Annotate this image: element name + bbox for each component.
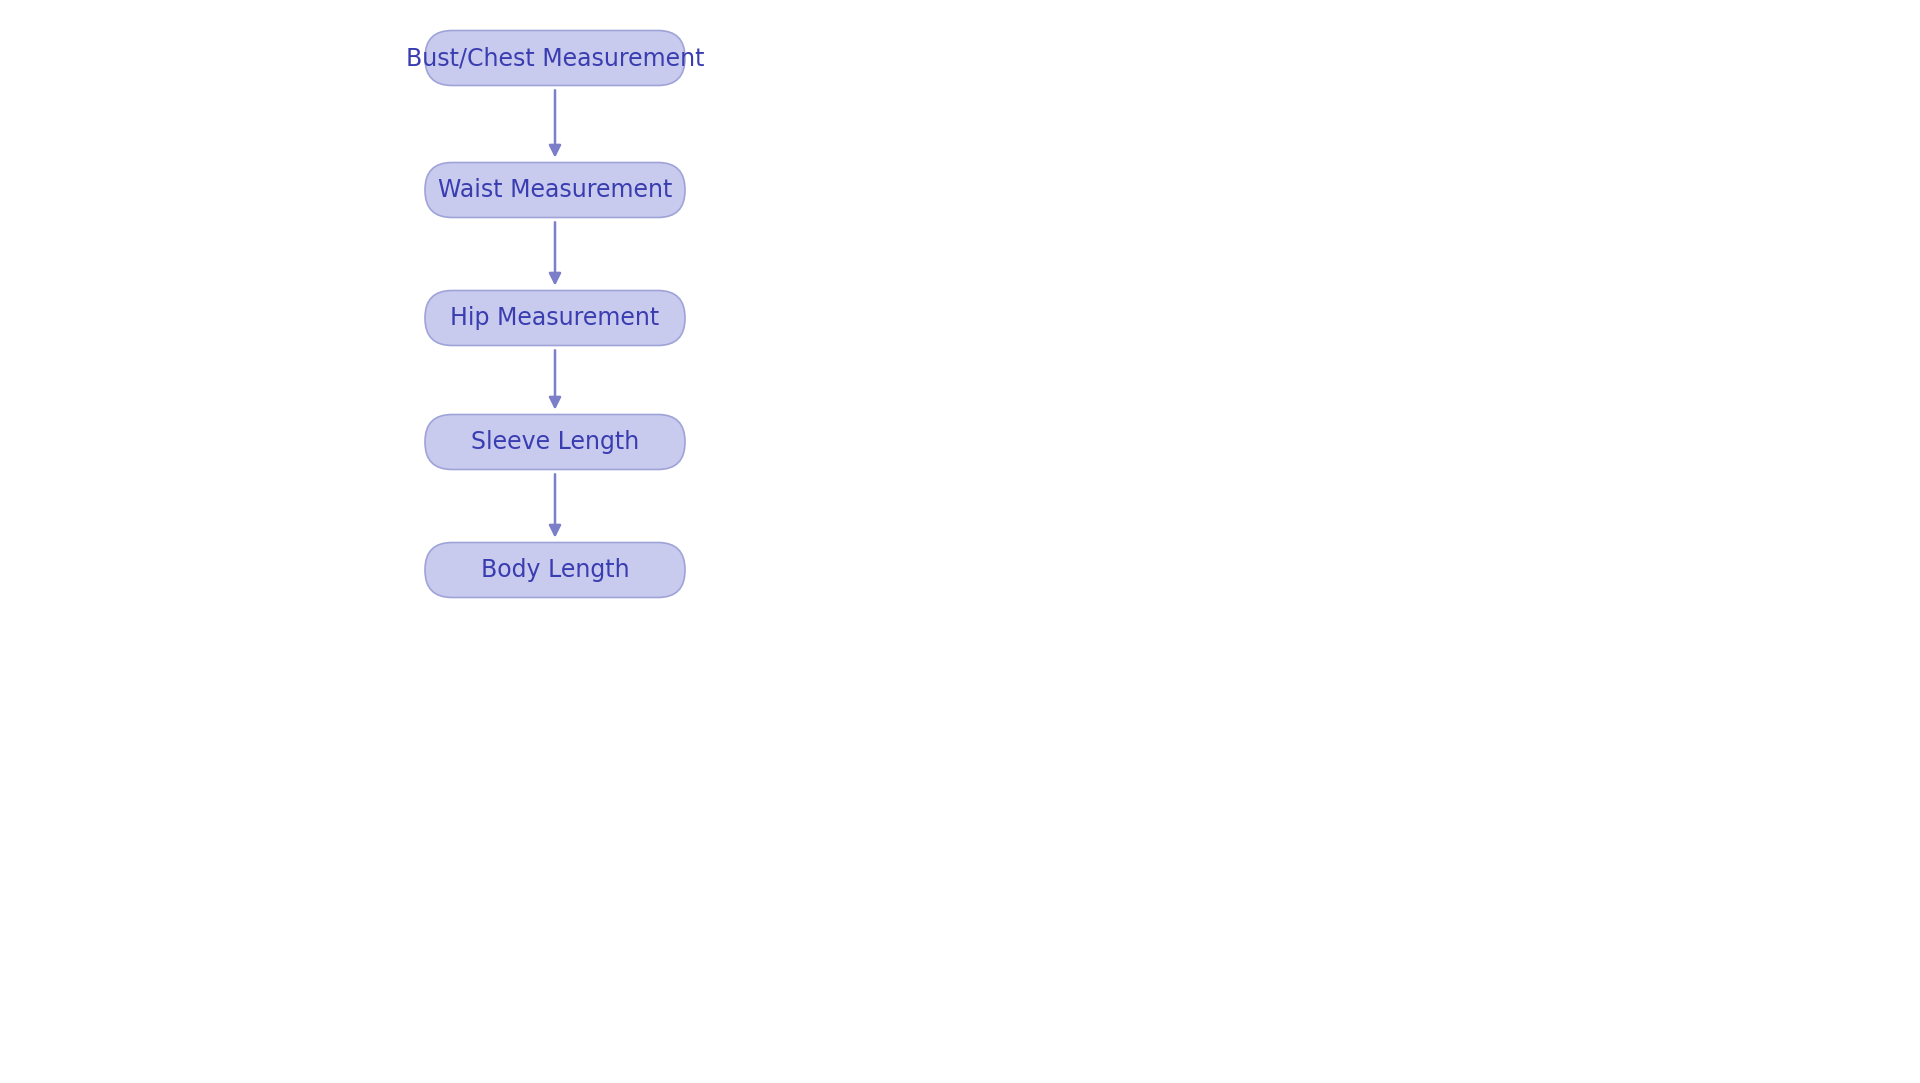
Text: Sleeve Length: Sleeve Length (470, 430, 639, 454)
Text: Waist Measurement: Waist Measurement (438, 178, 672, 203)
Text: Bust/Chest Measurement: Bust/Chest Measurement (405, 45, 705, 70)
FancyBboxPatch shape (424, 415, 685, 470)
FancyBboxPatch shape (424, 162, 685, 218)
FancyBboxPatch shape (424, 543, 685, 598)
Text: Hip Measurement: Hip Measurement (451, 306, 660, 330)
FancyBboxPatch shape (424, 30, 685, 86)
Text: Body Length: Body Length (480, 558, 630, 582)
FancyBboxPatch shape (424, 290, 685, 345)
